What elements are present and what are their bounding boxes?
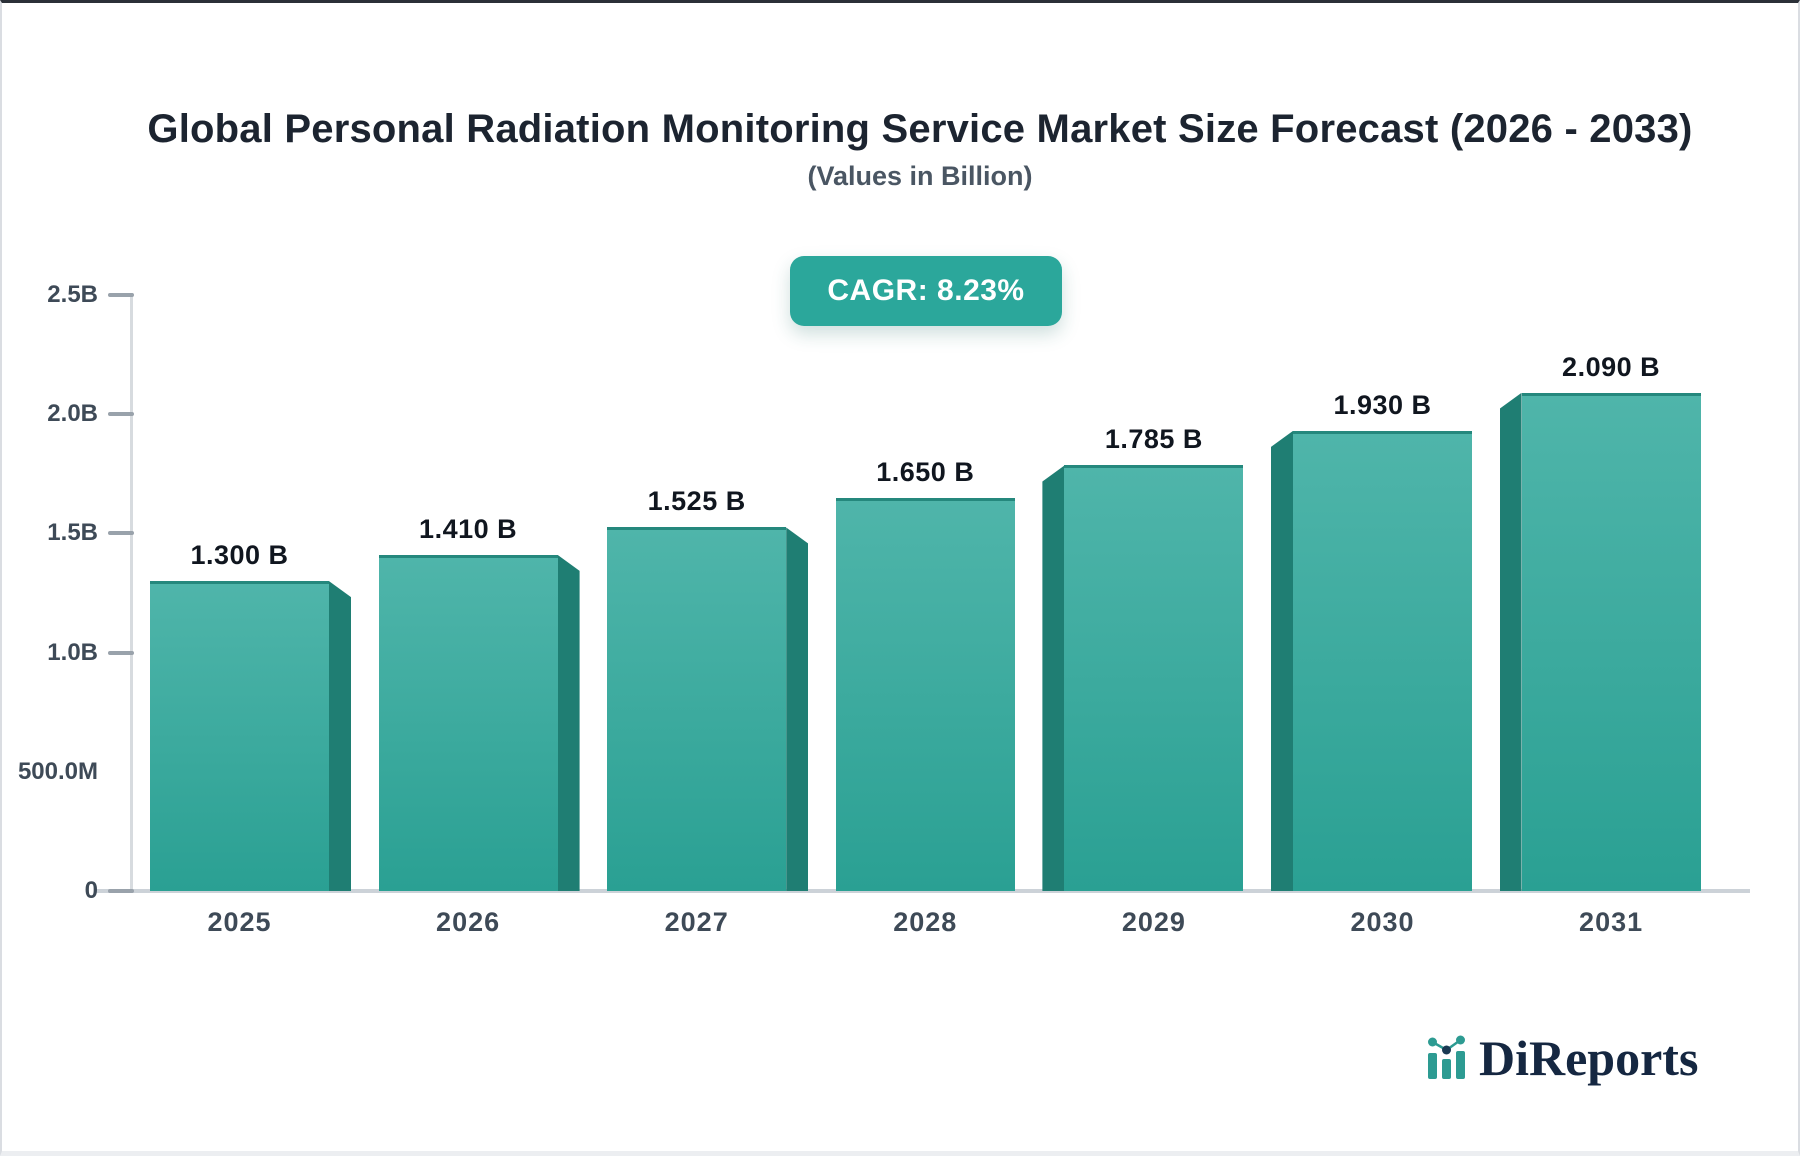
x-axis-label: 2029 xyxy=(1121,907,1186,937)
cagr-badge: CAGR: 8.23% xyxy=(790,256,1062,326)
brand-logo-text: DiReports xyxy=(1479,1030,1699,1086)
x-axis-line xyxy=(94,889,1750,893)
y-axis-tick-dash xyxy=(108,531,134,536)
brand-logo: DiReports xyxy=(1427,1033,1698,1083)
bar xyxy=(1521,392,1701,891)
bar-value-label: 1.525 B xyxy=(647,486,746,517)
y-axis-tick-label: 2.0B xyxy=(47,400,98,428)
bar-side-face xyxy=(1499,392,1522,891)
y-axis-tick-label: 500.0M xyxy=(17,757,98,785)
chart-title: Global Personal Radiation Monitoring Ser… xyxy=(147,107,1693,151)
y-axis-tick-label: 0 xyxy=(84,877,98,904)
y-axis-line xyxy=(130,293,133,893)
bar xyxy=(607,527,787,891)
y-axis-tick-label: 1.5B xyxy=(47,519,98,547)
bar-side-face xyxy=(1042,465,1065,891)
bar xyxy=(378,554,558,891)
bar xyxy=(150,581,329,891)
bar-value-label: 1.930 B xyxy=(1333,389,1432,420)
cagr-badge-label: CAGR: 8.23% xyxy=(827,274,1025,307)
x-axis-label: 2028 xyxy=(893,907,958,937)
x-axis-label: 2027 xyxy=(664,907,729,937)
bar xyxy=(1293,430,1472,891)
y-axis-tick-label: 1.0B xyxy=(47,638,98,666)
x-axis-label: 2030 xyxy=(1350,907,1415,937)
bar-side-face xyxy=(1271,430,1293,891)
plot-area: 2.5B 2.0B 1.5B 1.0B 500.0M 0 1.300 B 2025 1.410 … xyxy=(2,3,1798,1151)
y-axis-tick-dash xyxy=(108,412,134,417)
bar xyxy=(835,497,1015,891)
x-axis-label: 2031 xyxy=(1579,907,1644,937)
bar-side-face xyxy=(557,554,580,891)
bar-side-face xyxy=(786,527,809,891)
bar-value-label: 1.410 B xyxy=(419,513,518,544)
y-axis-tick-dash xyxy=(108,889,134,893)
bar-value-label: 1.300 B xyxy=(190,540,289,571)
y-axis-tick-dash xyxy=(108,293,134,297)
bar-value-label: 1.650 B xyxy=(876,456,975,487)
bar xyxy=(1064,465,1244,891)
bar-value-label: 1.785 B xyxy=(1104,424,1203,455)
chart-subtitle: (Values in Billion) xyxy=(807,161,1033,191)
x-axis-label: 2026 xyxy=(436,907,501,937)
x-axis-label: 2025 xyxy=(207,907,272,937)
mini-bar-chart-icon xyxy=(1428,1035,1465,1079)
y-axis-tick-label: 2.5B xyxy=(47,281,98,308)
bar-value-label: 2.090 B xyxy=(1562,351,1661,382)
y-axis-tick-dash xyxy=(108,650,134,655)
bar-side-face xyxy=(329,581,351,891)
